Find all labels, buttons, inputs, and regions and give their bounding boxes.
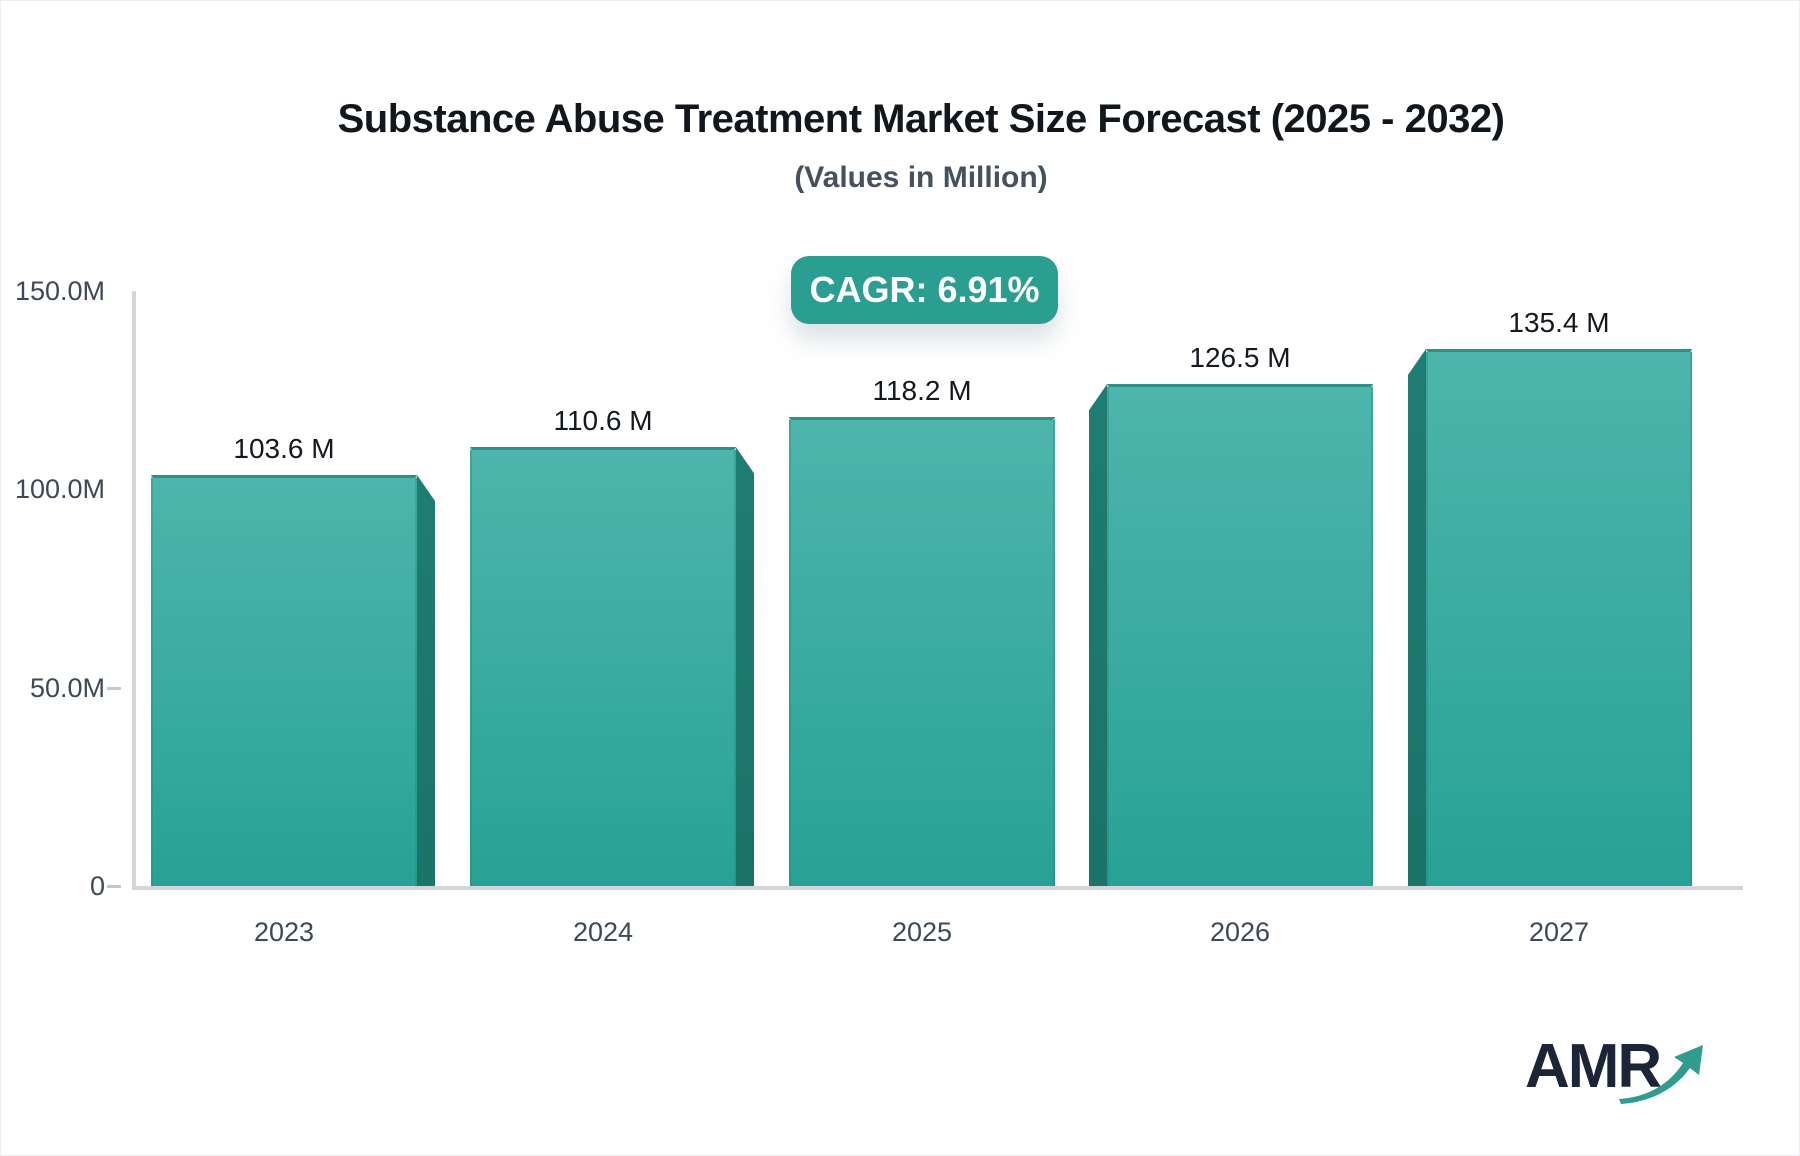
- y-axis-tick-mark: [107, 885, 121, 888]
- y-axis-tick-label: 150.0M: [14, 276, 105, 306]
- bar-value-label: 118.2 M: [872, 375, 972, 407]
- bar-2023: [151, 475, 417, 886]
- trend-up-arrow-icon: [1619, 1045, 1703, 1104]
- cagr-badge: CAGR: 6.91%: [791, 256, 1058, 324]
- y-axis-tick-label: 50.0M: [29, 672, 105, 703]
- bar-value-label: 126.5 M: [1189, 342, 1291, 374]
- bar-value-label: 103.6 M: [233, 433, 335, 465]
- bar-side-face: [1408, 348, 1426, 886]
- y-axis-tick-label: 0: [89, 871, 105, 901]
- x-axis-tick-label: 2027: [1528, 917, 1590, 947]
- amr-logo: AMR: [1525, 1031, 1725, 1111]
- bar-value-label: 135.4 M: [1508, 306, 1610, 338]
- y-axis-tick-mark: [107, 686, 121, 690]
- bar-value-label: 110.6 M: [553, 405, 653, 437]
- x-axis-tick-label: 2026: [1209, 917, 1271, 947]
- amr-logo-text: AMR: [1525, 1032, 1662, 1101]
- y-axis-tick-label: 100.0M: [14, 474, 105, 505]
- y-axis-line: [132, 291, 136, 890]
- bar-side-face: [736, 447, 754, 886]
- x-axis-tick-label: 2023: [253, 917, 315, 947]
- x-axis-tick-label: 2025: [891, 917, 953, 947]
- chart-subtitle: (Values in Million): [794, 161, 1048, 194]
- bar-side-face: [417, 475, 435, 886]
- x-axis-line: [132, 886, 1743, 890]
- bar-2025: [789, 417, 1055, 886]
- chart-title: Substance Abuse Treatment Market Size Fo…: [337, 97, 1505, 141]
- bar-2026: [1107, 384, 1373, 886]
- bar-2024: [470, 447, 736, 886]
- x-axis-tick-label: 2024: [572, 917, 634, 947]
- bar-side-face: [1089, 384, 1107, 886]
- bar-2027: [1426, 348, 1692, 886]
